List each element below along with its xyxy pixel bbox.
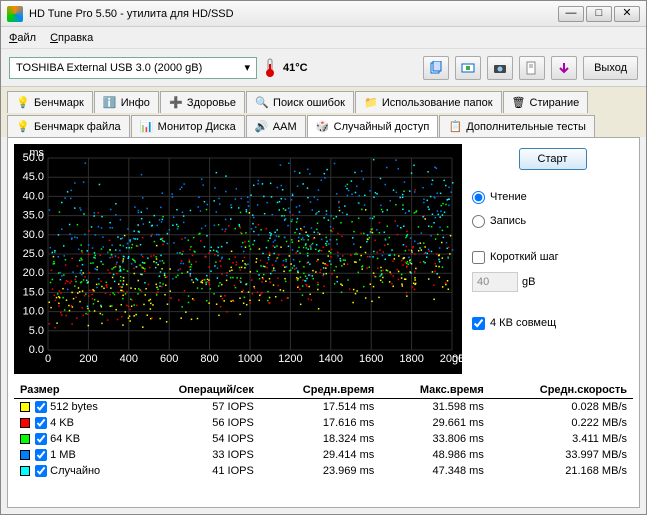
svg-text:ms: ms: [29, 147, 44, 159]
series-check[interactable]: [35, 449, 47, 461]
menu-file[interactable]: Файл: [9, 32, 36, 44]
tab-Инфо[interactable]: ℹ️Инфо: [94, 91, 159, 113]
series-check[interactable]: [35, 401, 47, 413]
svg-text:1000: 1000: [238, 353, 262, 365]
tab-AAM[interactable]: 🔊AAM: [246, 115, 306, 137]
tab-Монитор Диска[interactable]: 📊Монитор Диска: [131, 115, 245, 137]
svg-text:1600: 1600: [359, 353, 383, 365]
copy-info-button[interactable]: [423, 56, 449, 80]
minimize-button[interactable]: —: [558, 6, 584, 22]
save-button[interactable]: [551, 56, 577, 80]
table-row: 64 KB54 IOPS18.324 ms33.806 ms3.411 MB/s: [14, 431, 633, 447]
results-table: РазмерОпераций/секСредн.времяМакс.времяС…: [14, 382, 633, 479]
svg-text:200: 200: [79, 353, 97, 365]
col-header: Средн.скорость: [490, 382, 633, 399]
exit-button[interactable]: Выход: [583, 56, 638, 80]
svg-text:800: 800: [200, 353, 218, 365]
svg-text:35.0: 35.0: [23, 210, 44, 222]
table-row: Случайно41 IOPS23.969 ms47.348 ms21.168 …: [14, 463, 633, 479]
trash-icon: 🗑: [512, 96, 526, 110]
tab-Бенчмарк[interactable]: 💡Бенчмарк: [7, 91, 93, 113]
close-button[interactable]: ✕: [614, 6, 640, 22]
temperature-value: 41°C: [283, 62, 308, 74]
info-icon: ℹ️: [103, 96, 117, 110]
svg-text:40.0: 40.0: [23, 190, 44, 202]
svg-text:20.0: 20.0: [23, 267, 44, 279]
bulb2-icon: 💡: [16, 120, 30, 134]
tab-Дополнительные тесты[interactable]: 📋Дополнительные тесты: [439, 115, 595, 137]
plus-icon: ➕: [169, 96, 183, 110]
start-button[interactable]: Старт: [519, 148, 587, 170]
chevron-down-icon: ▾: [244, 61, 250, 74]
svg-text:gB: gB: [452, 353, 462, 365]
drive-select[interactable]: TOSHIBA External USB 3.0 (2000 gB) ▾: [9, 57, 257, 79]
svg-text:0: 0: [45, 353, 51, 365]
align4k-check[interactable]: 4 КВ совмещ: [472, 314, 633, 332]
svg-text:10.0: 10.0: [23, 306, 44, 318]
col-header: Макс.время: [380, 382, 490, 399]
app-window: HD Tune Pro 5.50 - утилита для HD/SSD — …: [0, 0, 647, 515]
search-icon: 🔍: [255, 96, 269, 110]
tab-Случайный доступ[interactable]: 🎲Случайный доступ: [307, 115, 439, 137]
table-row: 1 MB33 IOPS29.414 ms48.986 ms33.997 MB/s: [14, 447, 633, 463]
svg-text:1200: 1200: [278, 353, 302, 365]
svg-text:600: 600: [160, 353, 178, 365]
col-header: Операций/сек: [134, 382, 260, 399]
folder-icon: 📁: [364, 96, 378, 110]
options-button[interactable]: [519, 56, 545, 80]
tab-Стирание[interactable]: 🗑Стирание: [503, 91, 589, 113]
tab-Поиск ошибок[interactable]: 🔍Поиск ошибок: [246, 91, 354, 113]
thermometer-icon: [263, 58, 277, 78]
random-icon: 🎲: [316, 120, 330, 134]
series-check[interactable]: [35, 417, 47, 429]
scatter-chart: 0.05.010.015.020.025.030.035.040.045.050…: [14, 144, 462, 374]
toolbar: TOSHIBA External USB 3.0 (2000 gB) ▾ 41°…: [1, 49, 646, 87]
menu-help[interactable]: Справка: [50, 32, 93, 44]
tab-Бенчмарк файла[interactable]: 💡Бенчмарк файла: [7, 115, 130, 137]
svg-text:15.0: 15.0: [23, 286, 44, 298]
svg-text:400: 400: [120, 353, 138, 365]
speaker-icon: 🔊: [255, 120, 269, 134]
table-row: 4 KB56 IOPS17.616 ms29.661 ms0.222 MB/s: [14, 415, 633, 431]
write-radio[interactable]: Запись: [472, 212, 633, 230]
svg-text:5.0: 5.0: [29, 325, 44, 337]
svg-text:25.0: 25.0: [23, 248, 44, 260]
svg-text:0.0: 0.0: [29, 344, 44, 356]
window-title: HD Tune Pro 5.50 - утилита для HD/SSD: [29, 8, 556, 20]
tab-content: 0.05.010.015.020.025.030.035.040.045.050…: [7, 137, 640, 508]
table-row: 512 bytes57 IOPS17.514 ms31.598 ms0.028 …: [14, 399, 633, 416]
short-stroke-check[interactable]: Короткий шаг: [472, 248, 633, 266]
tab-strip: 💡Бенчмаркℹ️Инфо➕Здоровье🔍Поиск ошибок📁Ис…: [1, 87, 646, 137]
bulb-icon: 💡: [16, 96, 30, 110]
tab-Здоровье[interactable]: ➕Здоровье: [160, 91, 245, 113]
svg-text:45.0: 45.0: [23, 171, 44, 183]
stroke-spinner[interactable]: gB: [472, 272, 633, 292]
screenshot-button[interactable]: [487, 56, 513, 80]
app-icon: [7, 6, 23, 22]
monitor-icon: 📊: [140, 120, 154, 134]
svg-text:1400: 1400: [319, 353, 343, 365]
svg-text:30.0: 30.0: [23, 229, 44, 241]
col-header: Средн.время: [260, 382, 380, 399]
svg-text:1800: 1800: [399, 353, 423, 365]
side-panel: Старт Чтение Запись Короткий шаг gB 4 КВ…: [472, 144, 633, 374]
extra-icon: 📋: [448, 120, 462, 134]
drive-select-value: TOSHIBA External USB 3.0 (2000 gB): [16, 62, 202, 74]
titlebar: HD Tune Pro 5.50 - утилита для HD/SSD — …: [1, 1, 646, 27]
stroke-value-input: [472, 272, 518, 292]
read-radio[interactable]: Чтение: [472, 188, 633, 206]
tab-Использование папок[interactable]: 📁Использование папок: [355, 91, 502, 113]
menubar: Файл Справка: [1, 27, 646, 49]
copy-screenshot-button[interactable]: [455, 56, 481, 80]
series-check[interactable]: [35, 433, 47, 445]
maximize-button[interactable]: □: [586, 6, 612, 22]
series-check[interactable]: [35, 465, 47, 477]
col-header: Размер: [14, 382, 134, 399]
